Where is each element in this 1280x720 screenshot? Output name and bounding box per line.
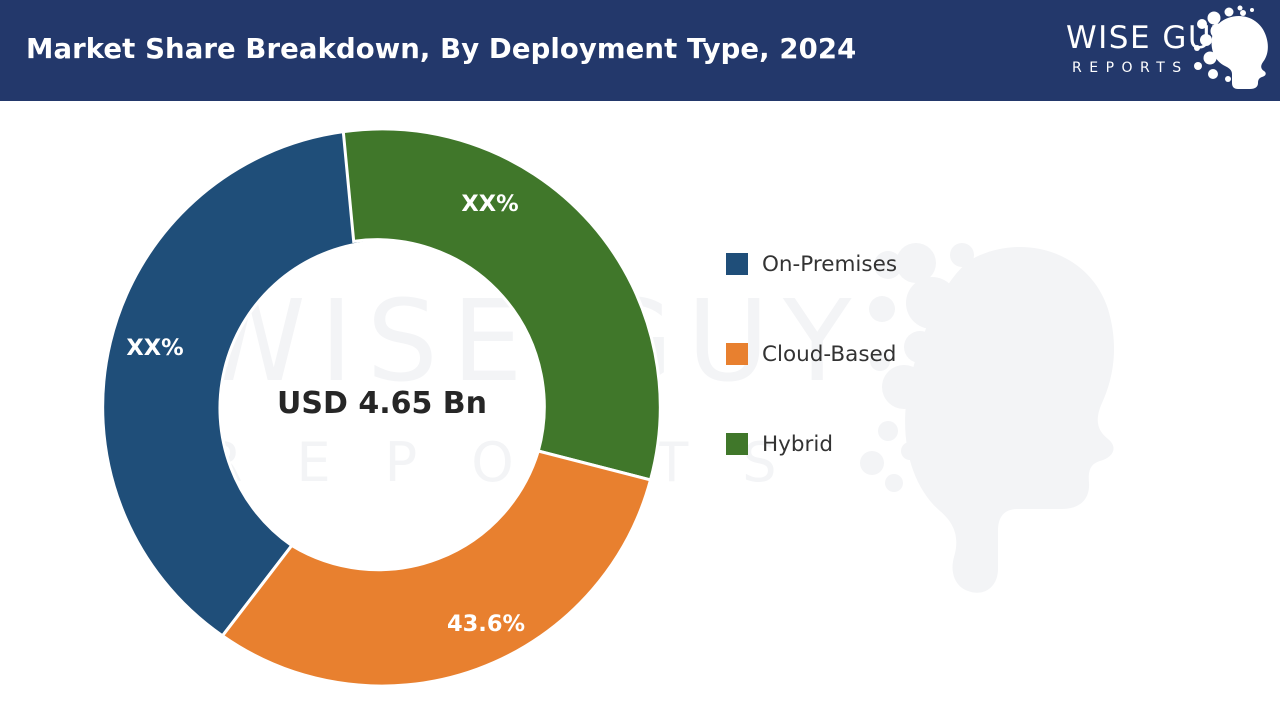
wise-guy-reports-logo: WISE GUY REPORTS — [1062, 4, 1274, 96]
slice-label-hybrid: XX% — [461, 191, 518, 217]
legend-swatch-cloud-based — [726, 343, 748, 365]
logo-head-icon — [1194, 5, 1268, 89]
slice-data-labels: XX% XX% 43.6% — [126, 191, 525, 637]
page-title: Market Share Breakdown, By Deployment Ty… — [26, 33, 857, 65]
legend-label-cloud-based: Cloud-Based — [762, 341, 897, 367]
donut-center-value: USD 4.65 Bn — [277, 386, 487, 421]
legend-swatch-hybrid — [726, 433, 748, 455]
chart-legend: On-Premises Cloud-Based Hybrid — [726, 249, 1026, 519]
legend-item-cloud-based[interactable]: Cloud-Based — [726, 339, 1026, 369]
legend-label-on-premises: On-Premises — [762, 251, 898, 277]
legend-item-hybrid[interactable]: Hybrid — [726, 429, 1026, 459]
legend-label-hybrid: Hybrid — [762, 431, 833, 457]
svg-text:REPORTS: REPORTS — [1072, 60, 1189, 76]
legend-item-on-premises[interactable]: On-Premises — [726, 249, 1026, 279]
legend-swatch-on-premises — [726, 253, 748, 275]
page-header: Market Share Breakdown, By Deployment Ty… — [0, 0, 1280, 101]
logo-wordmark: WISE GUY REPORTS — [1066, 20, 1231, 76]
donut-chart: XX% XX% 43.6% — [101, 127, 662, 688]
slice-on-premises[interactable] — [101, 130, 367, 638]
slice-hybrid[interactable] — [341, 127, 662, 482]
slice-label-cloud-based: 43.6% — [447, 611, 525, 637]
slice-cloud-based[interactable] — [220, 449, 653, 688]
slice-label-on-premises: XX% — [126, 335, 183, 361]
chart-body: WISE GUY REPORTS — [0, 101, 1280, 720]
donut-slices — [101, 127, 662, 688]
